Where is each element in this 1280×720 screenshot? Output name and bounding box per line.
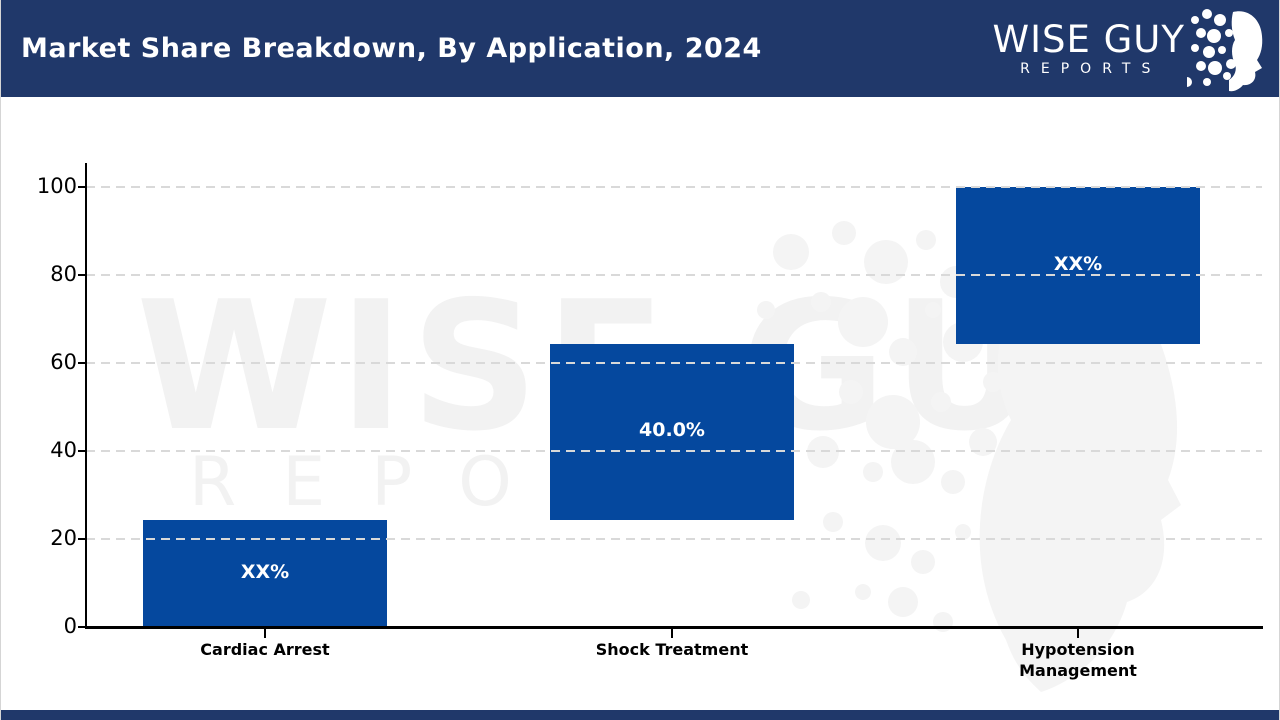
x-tick-mark [671,629,673,638]
x-category-label: Cardiac Arrest [200,640,330,659]
y-tick-label: 40 [50,438,77,462]
logo-face-icon [1187,8,1263,91]
y-tick-mark [78,450,86,452]
x-axis-line [85,626,1263,629]
y-tick-mark [78,362,86,364]
y-tick-mark [78,626,86,628]
gridline-80 [86,274,1262,276]
y-tick-label: 20 [50,526,77,550]
gridline-100 [86,186,1262,188]
wiseguy-logo: WISE GUY REPORTS [993,0,1265,97]
logo-wordmark: WISE GUY [992,17,1185,61]
footer-bar [1,710,1279,720]
header: Market Share Breakdown, By Application, … [1,0,1279,97]
logo-subtitle: REPORTS [1020,60,1162,77]
logo-text: WISE GUY REPORTS [993,21,1185,77]
y-tick-label: 60 [50,350,77,374]
bar-value-label: 40.0% [639,419,705,442]
y-tick-mark [78,186,86,188]
gridline-40 [86,450,1262,452]
y-tick-mark [78,538,86,540]
y-tick-mark [78,274,86,276]
x-category-label: Hypotension Management [1019,640,1137,680]
gridline-20 [86,538,1262,540]
bar-value-label: XX% [1053,252,1103,275]
y-tick-label: 100 [36,174,77,198]
gridline-60 [86,362,1262,364]
x-category-label: Shock Treatment [595,640,749,659]
chart-title: Market Share Breakdown, By Application, … [21,33,762,64]
y-tick-label: 80 [50,262,77,286]
y-axis-line [85,163,87,628]
y-tick-label: 0 [63,614,77,638]
x-tick-mark [264,629,266,638]
x-tick-mark [1077,629,1079,638]
bar-segment [550,344,794,521]
bar-segment [143,520,387,627]
bar-value-label: XX% [240,560,290,583]
